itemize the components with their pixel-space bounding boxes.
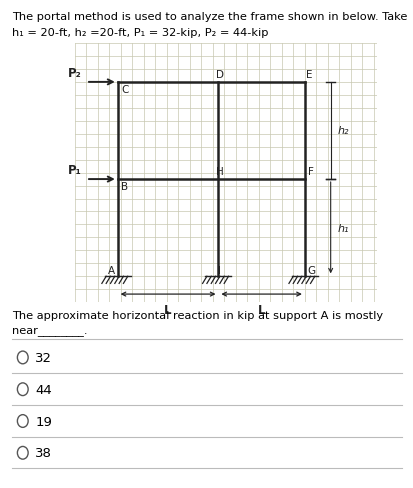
Text: G: G — [306, 265, 314, 275]
Text: h₁: h₁ — [337, 223, 349, 233]
Text: A: A — [107, 265, 114, 275]
Text: E: E — [306, 69, 312, 80]
Text: The portal method is used to analyze the frame shown in below. Take: The portal method is used to analyze the… — [12, 12, 407, 22]
Text: 19: 19 — [35, 415, 52, 427]
Text: H: H — [216, 166, 223, 177]
Text: P₁: P₁ — [68, 163, 81, 177]
Text: P₂: P₂ — [68, 66, 81, 80]
Text: L: L — [164, 304, 171, 317]
Text: F: F — [308, 166, 313, 177]
Text: L: L — [257, 304, 265, 317]
Text: The approximate horizontal reaction in kip at support A is mostly: The approximate horizontal reaction in k… — [12, 310, 382, 320]
Text: D: D — [215, 69, 223, 80]
Text: 38: 38 — [35, 447, 52, 459]
Text: 44: 44 — [35, 383, 52, 396]
Text: C: C — [121, 84, 128, 94]
Text: near________.: near________. — [12, 326, 88, 336]
Text: h₂: h₂ — [337, 126, 349, 136]
Text: B: B — [121, 182, 128, 191]
Text: I: I — [218, 265, 221, 275]
Text: 32: 32 — [35, 351, 52, 364]
Text: h₁ = 20-ft, h₂ =20-ft, P₁ = 32-kip, P₂ = 44-kip: h₁ = 20-ft, h₂ =20-ft, P₁ = 32-kip, P₂ =… — [12, 28, 268, 38]
